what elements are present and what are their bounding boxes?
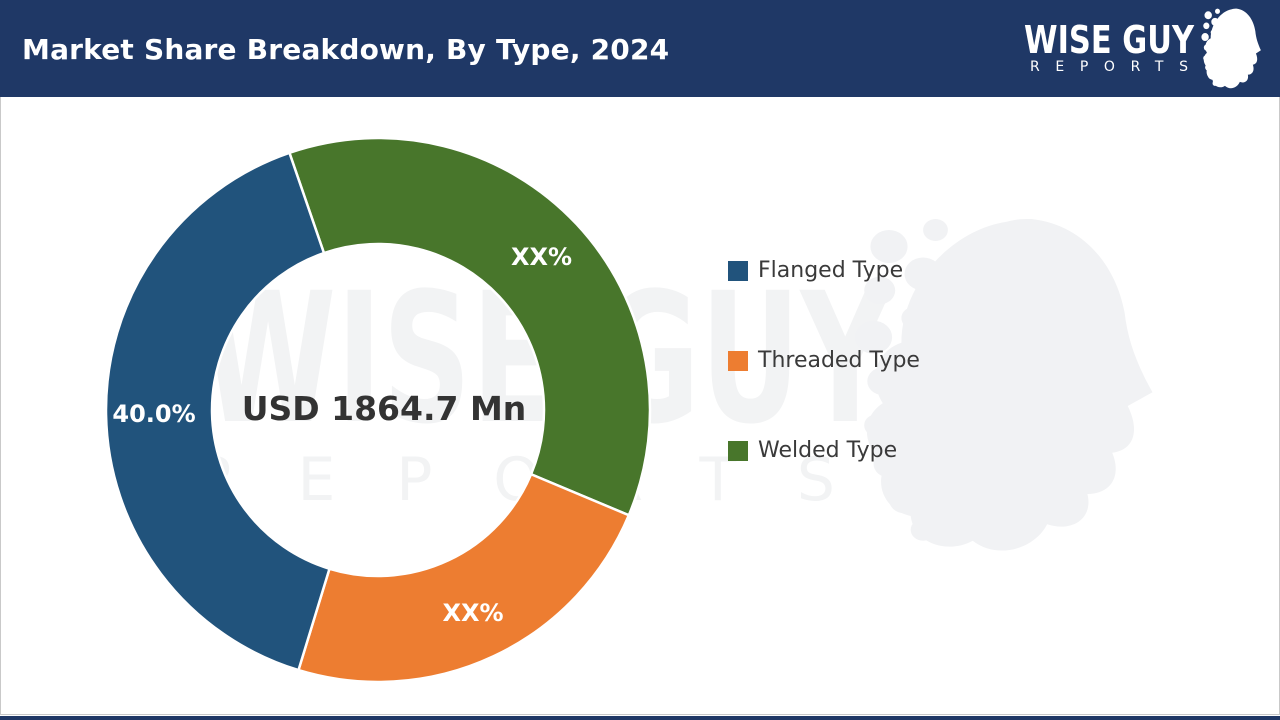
legend-item-flanged-type: Flanged Type [728,257,920,285]
logo-wordmark: WISE GUY [1024,18,1194,62]
bottom-accent-bar [0,716,1280,720]
wiseguy-logo: WISE GUY REPORTS [1024,8,1261,89]
page-title: Market Share Breakdown, By Type, 2024 [22,33,670,66]
header-bar: Market Share Breakdown, By Type, 2024 WI… [0,0,1280,97]
slice-label-flanged-type: 40.0% [112,400,195,428]
legend-swatch-welded-type [728,441,748,461]
donut-segment-welded-type [287,136,652,517]
legend-swatch-flanged-type [728,261,748,281]
legend-item-threaded-type: Threaded Type [728,347,920,375]
chart-center-value: USD 1864.7 Mn [241,389,527,428]
slice-label-threaded-type: XX% [443,599,504,627]
legend-label-threaded-type: Threaded Type [758,348,920,373]
donut-segment-flanged-type [104,151,332,672]
logo-face-icon [1201,8,1261,89]
legend-label-flanged-type: Flanged Type [758,258,904,283]
legend-swatch-threaded-type [728,351,748,371]
legend-label-welded-type: Welded Type [758,438,898,463]
donut-segment-threaded-type [296,472,631,684]
chart-legend: Flanged Type Threaded Type Welded Type [728,257,920,527]
slice-label-welded-type: XX% [511,243,572,271]
legend-item-welded-type: Welded Type [728,437,920,465]
donut-chart: XX% XX% 40.0% [104,136,652,684]
